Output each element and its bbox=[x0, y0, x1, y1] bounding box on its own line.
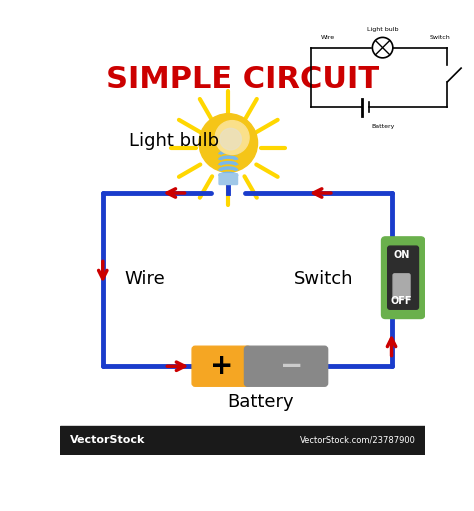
FancyBboxPatch shape bbox=[388, 246, 419, 309]
FancyBboxPatch shape bbox=[393, 274, 410, 298]
Circle shape bbox=[220, 128, 241, 150]
Text: Switch: Switch bbox=[430, 35, 451, 40]
Text: SIMPLE CIRCUIT: SIMPLE CIRCUIT bbox=[106, 65, 380, 95]
Bar bbox=[61, 426, 425, 455]
Text: OFF: OFF bbox=[391, 296, 412, 306]
Circle shape bbox=[199, 113, 257, 172]
FancyBboxPatch shape bbox=[382, 237, 425, 318]
Text: Light bulb: Light bulb bbox=[129, 132, 219, 150]
Text: Battery: Battery bbox=[371, 124, 394, 129]
Text: +: + bbox=[210, 352, 234, 380]
Text: ON: ON bbox=[393, 249, 410, 260]
FancyBboxPatch shape bbox=[219, 174, 237, 184]
Text: Wire: Wire bbox=[321, 35, 335, 40]
Text: VectorStock: VectorStock bbox=[70, 435, 145, 445]
Circle shape bbox=[215, 121, 249, 154]
Bar bbox=[194, 360, 198, 373]
Text: Switch: Switch bbox=[293, 270, 353, 288]
Text: −: − bbox=[280, 352, 303, 380]
FancyBboxPatch shape bbox=[192, 346, 251, 386]
FancyBboxPatch shape bbox=[245, 346, 328, 386]
Text: VectorStock.com/23787900: VectorStock.com/23787900 bbox=[301, 436, 416, 445]
Text: Light bulb: Light bulb bbox=[367, 27, 398, 32]
Text: Battery: Battery bbox=[228, 393, 294, 411]
Text: Wire: Wire bbox=[125, 270, 165, 288]
